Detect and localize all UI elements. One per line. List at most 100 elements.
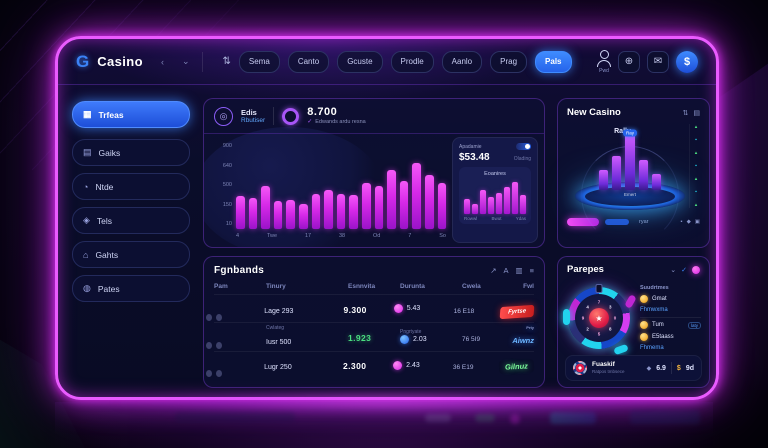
sort-icon[interactable]: ⇅ [222,56,231,67]
sidebar-item-label: Trfeas [98,109,124,120]
wallet-icon: ▤ [83,147,92,157]
wallet-coin-icon[interactable]: $ [676,50,698,73]
podium-scene: Rally Ray Emert ▴ ▪ ▴ ▪ ▴ ▪ ▴ [567,120,700,244]
earnings-sublabel[interactable]: Rbutiser [241,116,266,124]
earnings-cell: 1.923 [348,332,372,343]
y-tick: 500 [222,182,232,188]
divider [201,51,203,72]
search-circle-icon[interactable]: ◎ [214,106,233,126]
x-tick: Twe [266,233,278,239]
list-item[interactable]: Gmat [640,295,701,303]
table-row[interactable]: Lugr 250 2.300 2.43 36 E19 Gilnuz [214,350,535,379]
clock-icon: ◔ [83,181,89,192]
nav-item-canto[interactable]: Canto [287,50,330,73]
user-label: Pwd [599,67,609,74]
panel-icon[interactable]: ▤ [693,109,700,117]
provider-tag: Prty [526,325,534,331]
list-item-link[interactable]: Fhmema [640,345,701,351]
gold-coin-icon [640,333,648,341]
nav-item-aanlo[interactable]: Aanlo [441,50,483,73]
globe-icon[interactable]: ⊕ [618,50,640,73]
podium-bar-chart[interactable]: Ray [599,128,662,190]
list-item-badge: laty [687,321,701,329]
mini-chart-card: Eoanires Rowwl Bwut Ydas [459,167,531,224]
amount-value: 9d [685,364,694,372]
parepes-title: Parepes [567,264,604,275]
nav-item-prag[interactable]: Prag [490,50,528,73]
table-title: Fgnbands [214,265,265,276]
list-item-link[interactable]: Fhmwxma [640,307,701,313]
x-tick: 17 [304,233,312,239]
list-item-label: Tum [652,322,664,328]
sidebar-item-gahts[interactable]: ⌂ Gahts [72,241,190,268]
game-name: Lugr 250 [264,364,292,372]
mini-icon-3[interactable]: ▣ [694,219,700,225]
main-bar-chart[interactable] [236,147,447,229]
back-icon[interactable]: ‹ [160,56,164,67]
count-cell: 76 5I9 [462,335,481,343]
wheel-bumper-magenta [624,294,637,309]
notifications-icon[interactable]: ✉ [647,50,669,73]
text-icon[interactable]: A [503,266,509,275]
mini-x-tick: Bwut [491,216,502,221]
sidebar-item-tels[interactable]: ◈ Tels [72,207,190,234]
parepes-footer[interactable]: Fuaskif Ratpos tmbsece ◆ 6.9 $ 9d [565,355,702,381]
sidebar-item-gaiks[interactable]: ▤ Gaiks [72,139,190,166]
stats-value: $53.48 [459,152,490,163]
columns-icon[interactable]: ▥ [515,266,523,275]
glow-platform-inner [585,187,675,206]
new-casino-card: New Casino ⇅ ▤ Rally Ray Emert ▴ ▪ ▴ ▪ [557,98,710,248]
wheel-marker [595,284,603,293]
amount-cell: 5.43 [406,305,421,313]
nav-item-sema[interactable]: Sema [238,50,280,73]
chevron-down-icon[interactable]: ⌄ [181,56,190,66]
col-header[interactable]: Cwela [462,283,481,290]
sidebar-item-ntde[interactable]: ◔ Ntde [72,173,190,200]
table-row[interactable]: Cwlateg Iusr 500 1.923 Pngrtyate 2.03 76… [214,322,534,350]
col-header[interactable]: Tinury [266,283,286,290]
col-header[interactable]: Durunta [400,283,425,290]
col-header[interactable]: Pam [214,283,228,290]
y-tick: 10 [225,221,232,227]
stats-toggle[interactable] [516,143,531,150]
x-tick: Od [373,233,381,239]
brand-logo-icon: G [76,51,90,71]
marker-icon: ▴ [694,150,698,156]
mini-icon-2[interactable]: ◆ [686,219,691,225]
magenta-action-button[interactable] [567,218,599,226]
status-dot [692,265,700,274]
list-item-label: E5taass [652,334,674,340]
mini-icon-1[interactable]: ▪ [680,219,683,225]
provider-logo: Gilnuz [498,359,535,375]
divider [670,362,672,374]
list-item[interactable]: Tum laty [640,321,701,329]
neon-floor-glow [110,392,658,414]
parepes-list: Suudrtmes Gmat Fhmwxma Tum laty E5taass [640,285,701,355]
nav-item-gcuste[interactable]: Gcuste [337,50,383,73]
table-row[interactable]: Lage 293 9.300 5.43 16 E18 Fyrtse [214,294,535,322]
amount-sub: Pngrtyate [400,329,422,336]
col-header[interactable]: Esnnvita [348,283,376,290]
check-icon: ✓ [307,119,313,125]
provider-logo: Prty Aiwnz [510,325,534,345]
sidebar-item-trfeas[interactable]: ▦ Trfeas [72,101,190,128]
link-label: Fhmema [640,345,664,351]
nav-item-prodle[interactable]: Prodle [390,50,434,73]
sort-icon[interactable]: ⇅ [682,109,689,117]
mini-chart-title: Eoanires [484,171,506,177]
mini-bar-chart[interactable] [464,180,526,214]
list-item[interactable]: E5taass [640,333,701,341]
col-header[interactable]: Fwl [523,283,534,290]
stats-label: Apadamie [459,143,482,150]
blue-action-button[interactable] [605,219,629,225]
sidebar-item-pates[interactable]: ◍ Pates [72,275,190,302]
footer-title: Fuaskif [592,361,615,369]
menu-icon[interactable]: ≡ [529,266,534,275]
user-profile-button[interactable]: Pwd [597,49,611,74]
gold-coin-icon [640,295,648,303]
chevron-down-icon[interactable]: ⌄ [670,266,677,274]
nav-item-pals-active[interactable]: Pals [535,50,572,73]
share-icon[interactable]: ↗ [490,266,497,275]
